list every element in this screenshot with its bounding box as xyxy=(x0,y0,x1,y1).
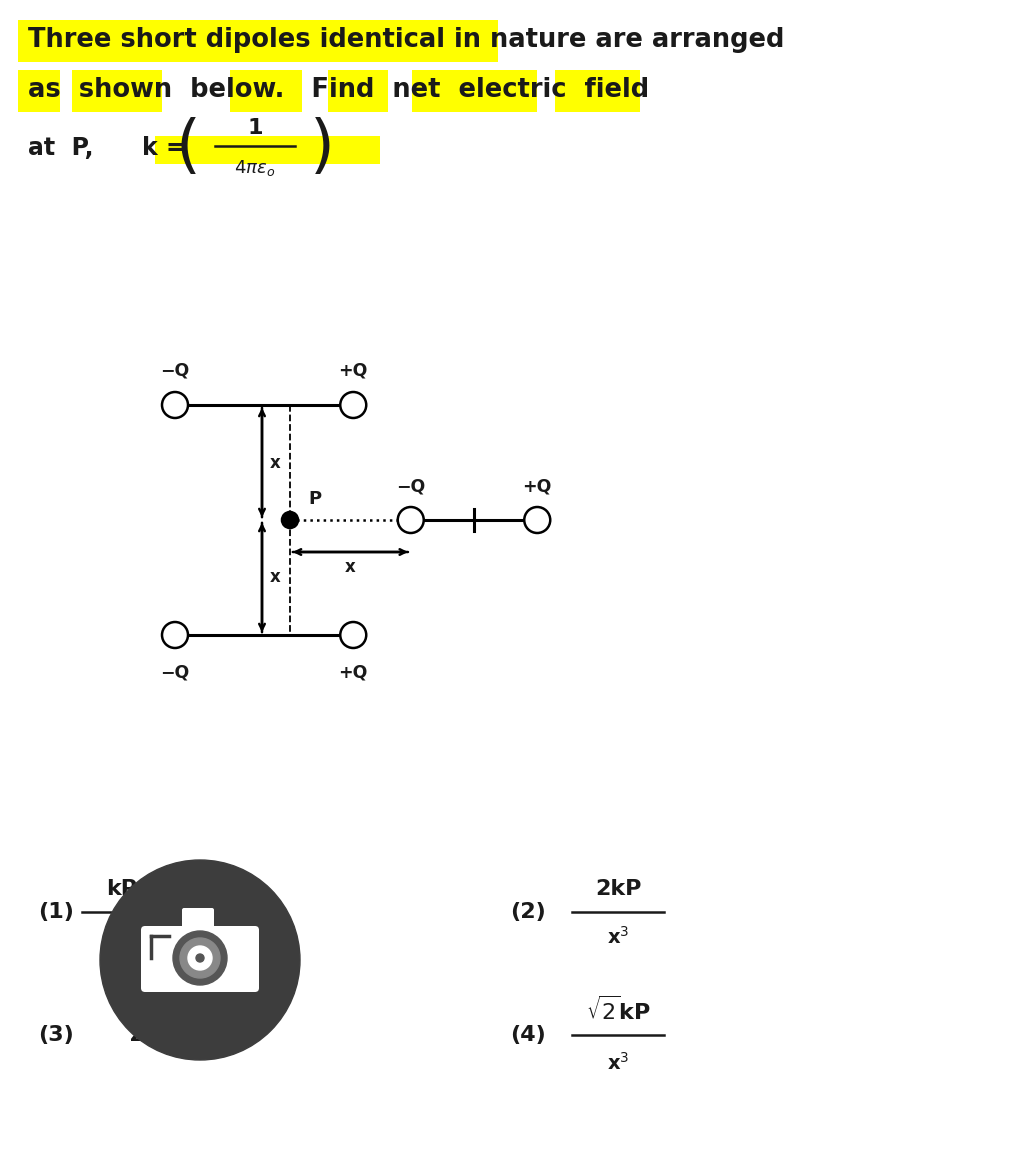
Text: x: x xyxy=(269,454,281,472)
FancyBboxPatch shape xyxy=(18,20,498,62)
Text: x$^3$: x$^3$ xyxy=(607,1052,629,1074)
FancyBboxPatch shape xyxy=(555,70,640,112)
Text: as  shown  below.   Find  net  electric  field: as shown below. Find net electric field xyxy=(28,77,649,103)
Text: x$^3$: x$^3$ xyxy=(607,925,629,948)
Text: 1: 1 xyxy=(247,118,263,138)
FancyBboxPatch shape xyxy=(412,70,537,112)
Circle shape xyxy=(282,512,298,528)
FancyBboxPatch shape xyxy=(328,70,388,112)
Text: (3): (3) xyxy=(38,1025,74,1045)
Text: (4): (4) xyxy=(510,1025,546,1045)
Text: 2kP: 2kP xyxy=(595,879,641,899)
Text: +Q: +Q xyxy=(522,477,552,495)
Circle shape xyxy=(188,947,212,970)
Circle shape xyxy=(100,860,300,1060)
Circle shape xyxy=(340,392,367,418)
Circle shape xyxy=(180,938,220,978)
Text: −Q: −Q xyxy=(161,362,189,380)
Text: (2): (2) xyxy=(510,902,546,922)
Text: x$^3$: x$^3$ xyxy=(111,925,133,948)
Text: $4\pi\varepsilon_o$: $4\pi\varepsilon_o$ xyxy=(234,158,275,178)
Text: +Q: +Q xyxy=(339,663,368,681)
Circle shape xyxy=(162,392,188,418)
Circle shape xyxy=(397,507,424,534)
Text: k =: k = xyxy=(142,136,185,160)
Text: (: ( xyxy=(175,117,201,179)
Text: at  P,: at P, xyxy=(28,136,93,160)
Circle shape xyxy=(173,931,227,985)
Text: ): ) xyxy=(309,117,335,179)
Text: x: x xyxy=(269,569,281,586)
FancyBboxPatch shape xyxy=(230,70,302,112)
Circle shape xyxy=(196,954,204,962)
Text: P: P xyxy=(308,490,322,508)
Text: +Q: +Q xyxy=(339,362,368,380)
Text: Zero: Zero xyxy=(130,1025,187,1045)
FancyBboxPatch shape xyxy=(18,70,60,112)
Circle shape xyxy=(524,507,550,534)
Text: Three short dipoles identical in nature are arranged: Three short dipoles identical in nature … xyxy=(28,27,784,53)
Text: −Q: −Q xyxy=(161,663,189,681)
Text: x: x xyxy=(345,558,355,576)
Circle shape xyxy=(162,622,188,648)
Text: kP: kP xyxy=(106,879,137,899)
FancyBboxPatch shape xyxy=(182,908,214,928)
Text: −Q: −Q xyxy=(396,477,425,495)
Text: $\sqrt{2}$kP: $\sqrt{2}$kP xyxy=(586,996,650,1024)
Circle shape xyxy=(340,622,367,648)
FancyBboxPatch shape xyxy=(155,136,380,164)
FancyBboxPatch shape xyxy=(141,925,259,992)
Text: (1): (1) xyxy=(38,902,74,922)
FancyBboxPatch shape xyxy=(72,70,162,112)
